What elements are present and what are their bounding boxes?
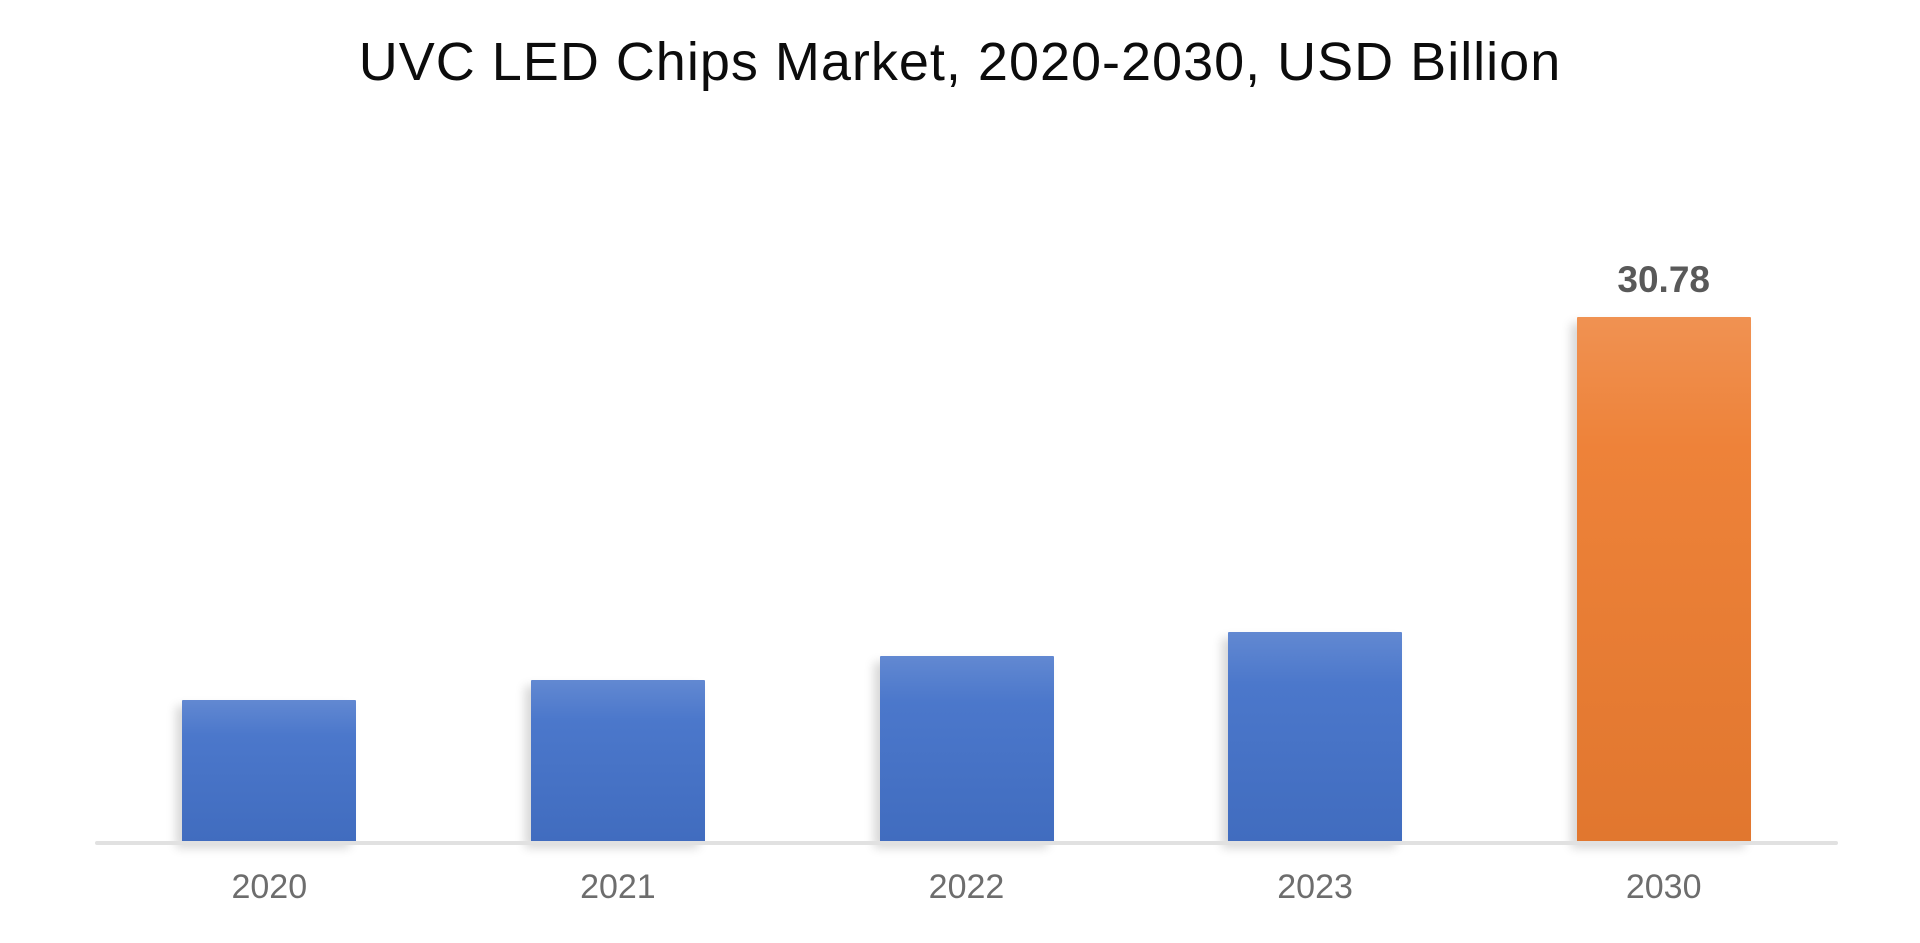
x-axis-label-2023: 2023	[1277, 868, 1353, 906]
value-label-2030: 30.78	[1617, 259, 1710, 300]
chart-title: UVC LED Chips Market, 2020-2030, USD Bil…	[358, 32, 1562, 92]
x-axis-label-2030: 2030	[1625, 868, 1702, 906]
x-axis-label-2021: 2021	[580, 868, 656, 906]
bar-2020	[182, 700, 357, 842]
x-axis-label-2022: 2022	[928, 868, 1005, 906]
x-axis-label-2020: 2020	[231, 868, 308, 906]
bar-2021	[530, 679, 705, 842]
bar-2030	[1576, 317, 1751, 842]
bar-2022	[879, 656, 1054, 842]
bar-2023	[1228, 632, 1403, 842]
x-axis-line	[95, 841, 1838, 845]
